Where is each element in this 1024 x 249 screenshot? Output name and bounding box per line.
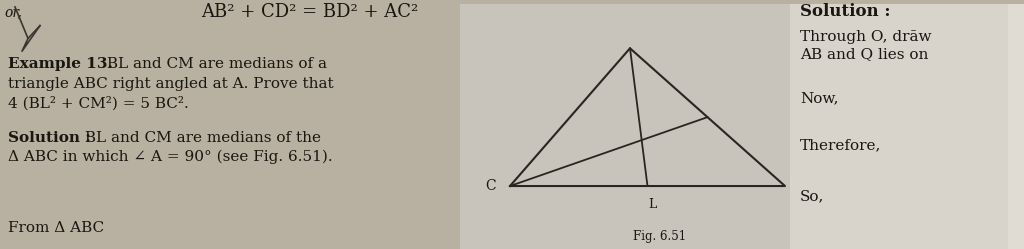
Text: or,: or, [4, 6, 22, 20]
Text: BL and CM are medians of the: BL and CM are medians of the [80, 131, 321, 145]
Text: 4 (BL² + CM²) = 5 BC².: 4 (BL² + CM²) = 5 BC². [8, 96, 188, 110]
Text: BL and CM are medians of a: BL and CM are medians of a [102, 57, 327, 71]
Text: From Δ ABC: From Δ ABC [8, 221, 104, 235]
Text: Therefore,: Therefore, [800, 139, 882, 153]
Bar [1008, 4, 1024, 249]
Bar [460, 4, 810, 249]
Text: L: L [648, 198, 656, 211]
Text: AB² + CD² = BD² + AC²: AB² + CD² = BD² + AC² [202, 3, 419, 21]
Text: Solution :: Solution : [800, 3, 891, 20]
Text: Through O, drāw: Through O, drāw [800, 30, 932, 44]
Text: Now,: Now, [800, 91, 839, 105]
Bar [790, 4, 1024, 249]
Text: Example 13.: Example 13. [8, 57, 113, 71]
Text: Solution :: Solution : [8, 131, 91, 145]
Text: C: C [485, 179, 496, 193]
Text: AB and Q lies on: AB and Q lies on [800, 47, 929, 61]
Text: So,: So, [800, 190, 824, 204]
Text: Fig. 6.51: Fig. 6.51 [634, 230, 686, 243]
Text: Δ ABC in which ∠ A = 90° (see Fig. 6.51).: Δ ABC in which ∠ A = 90° (see Fig. 6.51)… [8, 150, 333, 164]
Text: triangle ABC right angled at A. Prove that: triangle ABC right angled at A. Prove th… [8, 77, 334, 91]
